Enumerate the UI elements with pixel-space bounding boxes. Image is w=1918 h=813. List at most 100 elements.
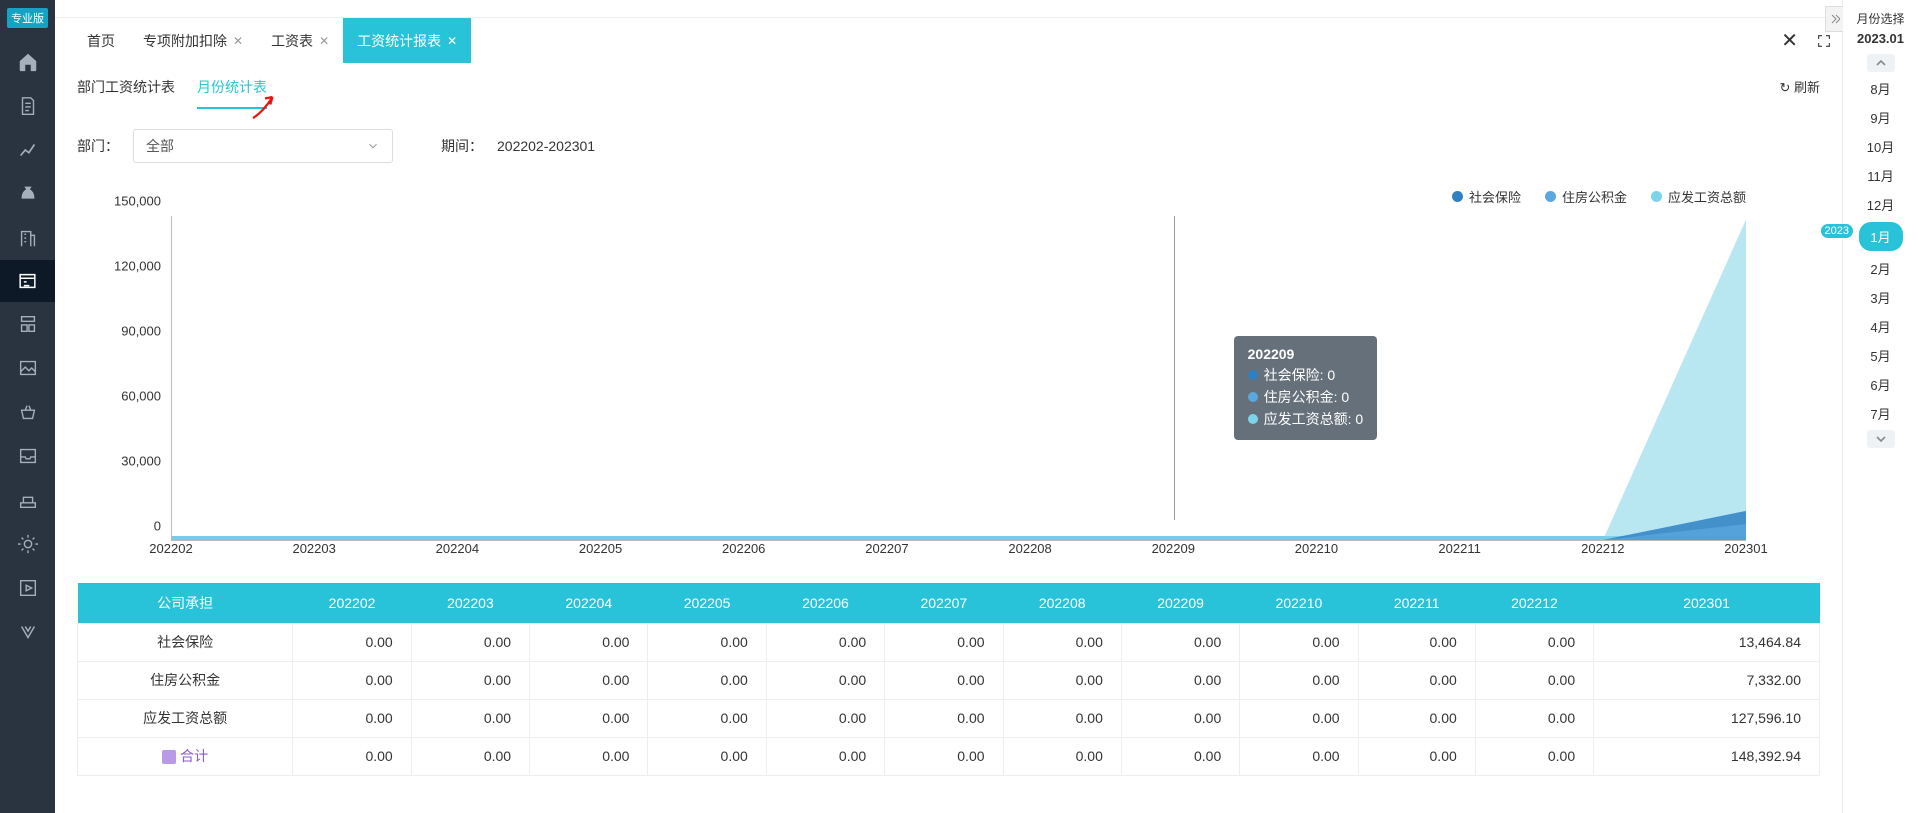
page-tab[interactable]: 工资统计报表✕: [343, 18, 471, 63]
table-column-header: 202212: [1475, 583, 1593, 623]
table-cell: 0.00: [648, 737, 766, 775]
month-item[interactable]: 7月: [1843, 399, 1918, 428]
dept-label: 部门：: [77, 136, 119, 156]
table-cell: 0.00: [1121, 737, 1239, 775]
close-all-icon[interactable]: ✕: [1781, 28, 1798, 53]
month-item[interactable]: 6月: [1843, 370, 1918, 399]
table-cell: 0.00: [1358, 737, 1475, 775]
month-item[interactable]: 2月: [1843, 254, 1918, 283]
v-icon[interactable]: [17, 621, 39, 643]
table-cell: 0.00: [885, 737, 1003, 775]
month-item[interactable]: 10月: [1843, 132, 1918, 161]
month-item[interactable]: 4月: [1843, 312, 1918, 341]
month-panel-year: 2023.01: [1857, 31, 1904, 46]
table-row: 应发工资总额0.000.000.000.000.000.000.000.000.…: [78, 699, 1820, 737]
inbox-icon[interactable]: [17, 445, 39, 467]
table-column-header: 202202: [293, 583, 411, 623]
page-tab[interactable]: 首页: [73, 18, 129, 63]
home-icon[interactable]: [17, 51, 39, 73]
tab-close-icon[interactable]: ✕: [233, 34, 243, 48]
month-item[interactable]: 8月: [1843, 74, 1918, 103]
period-label: 期间：: [441, 136, 483, 156]
chevron-right-double-icon: [1830, 13, 1840, 25]
dept-select[interactable]: 全部: [133, 129, 393, 163]
x-tick-label: 202202: [149, 541, 192, 556]
fullscreen-icon[interactable]: [1816, 33, 1832, 49]
refresh-button[interactable]: ↻ 刷新: [1779, 77, 1820, 96]
x-tick-label: 202209: [1152, 541, 1195, 556]
sum-label: 合计: [78, 737, 293, 775]
table-cell: 148,392.94: [1594, 737, 1820, 775]
x-tick-label: 202206: [722, 541, 765, 556]
tab-close-icon[interactable]: ✕: [319, 34, 329, 48]
y-tick-label: 30,000: [121, 454, 161, 469]
y-tick-label: 120,000: [114, 259, 161, 274]
analytics-icon[interactable]: [17, 139, 39, 161]
month-picker-panel: 月份选择 2023.01 8月9月10月11月12月 1月2023 2月3月4月5月…: [1842, 0, 1918, 813]
sub-tab[interactable]: 月份统计表: [197, 77, 267, 109]
row-label: 社会保险: [78, 623, 293, 661]
table-cell: 0.00: [766, 699, 884, 737]
month-item[interactable]: 11月: [1843, 161, 1918, 190]
month-item-selected[interactable]: 1月2023: [1859, 222, 1903, 251]
salary-icon[interactable]: [0, 260, 55, 302]
table-cell: 13,464.84: [1594, 623, 1820, 661]
legend-item[interactable]: 住房公积金: [1545, 187, 1627, 206]
row-label: 住房公积金: [78, 661, 293, 699]
month-item[interactable]: 12月: [1843, 190, 1918, 219]
legend-dot-icon: [1452, 191, 1463, 202]
table-column-header: 202211: [1358, 583, 1475, 623]
sum-icon: [162, 750, 176, 764]
page-tab[interactable]: 工资表✕: [257, 18, 343, 63]
table-cell: 0.00: [1003, 623, 1121, 661]
panel-collapse-button[interactable]: [1825, 6, 1843, 32]
table-cell: 0.00: [1240, 699, 1358, 737]
period-value: 202202-202301: [497, 138, 595, 154]
top-strip: [55, 0, 1842, 18]
legend-label: 应发工资总额: [1668, 187, 1746, 206]
page-tab[interactable]: 专项附加扣除✕: [129, 18, 257, 63]
template-icon[interactable]: [17, 313, 39, 335]
table-cell: 0.00: [411, 699, 529, 737]
sub-tabs: 部门工资统计表月份统计表 ↻ 刷新: [55, 63, 1842, 109]
building-icon[interactable]: [17, 227, 39, 249]
left-nav-rail: 专业版: [0, 0, 55, 813]
sub-tab[interactable]: 部门工资统计表: [77, 77, 175, 109]
table-row: 住房公积金0.000.000.000.000.000.000.000.000.0…: [78, 661, 1820, 699]
table-column-header: 202206: [766, 583, 884, 623]
month-panel-title: 月份选择: [1856, 10, 1904, 27]
table-cell: 0.00: [1240, 623, 1358, 661]
money-bag-icon[interactable]: [17, 183, 39, 205]
play-icon[interactable]: [17, 577, 39, 599]
doc-icon[interactable]: [17, 95, 39, 117]
month-item[interactable]: 3月: [1843, 283, 1918, 312]
gear-icon[interactable]: [17, 533, 39, 555]
month-scroll-up[interactable]: [1867, 54, 1895, 72]
table-column-header: 202208: [1003, 583, 1121, 623]
row-label: 应发工资总额: [78, 699, 293, 737]
x-tick-label: 202207: [865, 541, 908, 556]
basket-icon[interactable]: [17, 401, 39, 423]
table-cell: 0.00: [1121, 661, 1239, 699]
month-scroll-down[interactable]: [1867, 430, 1895, 448]
page-tabs: 首页专项附加扣除✕工资表✕工资统计报表✕ ✕: [55, 18, 1842, 63]
legend-item[interactable]: 社会保险: [1452, 187, 1521, 206]
x-tick-label: 202205: [579, 541, 622, 556]
year-tag: 2023: [1821, 224, 1853, 238]
table-cell: 0.00: [293, 699, 411, 737]
table-column-header: 202210: [1240, 583, 1358, 623]
table-cell: 0.00: [766, 623, 884, 661]
legend-item[interactable]: 应发工资总额: [1651, 187, 1746, 206]
tab-close-icon[interactable]: ✕: [447, 34, 457, 48]
month-item[interactable]: 9月: [1843, 103, 1918, 132]
table-cell: 0.00: [1358, 661, 1475, 699]
table-cell: 0.00: [293, 661, 411, 699]
legend-label: 社会保险: [1469, 187, 1521, 206]
y-tick-label: 90,000: [121, 324, 161, 339]
table-cell: 0.00: [766, 737, 884, 775]
tray-icon[interactable]: [17, 489, 39, 511]
month-item[interactable]: 5月: [1843, 341, 1918, 370]
image-icon[interactable]: [17, 357, 39, 379]
table-column-header: 202204: [530, 583, 648, 623]
table-column-header: 202301: [1594, 583, 1820, 623]
